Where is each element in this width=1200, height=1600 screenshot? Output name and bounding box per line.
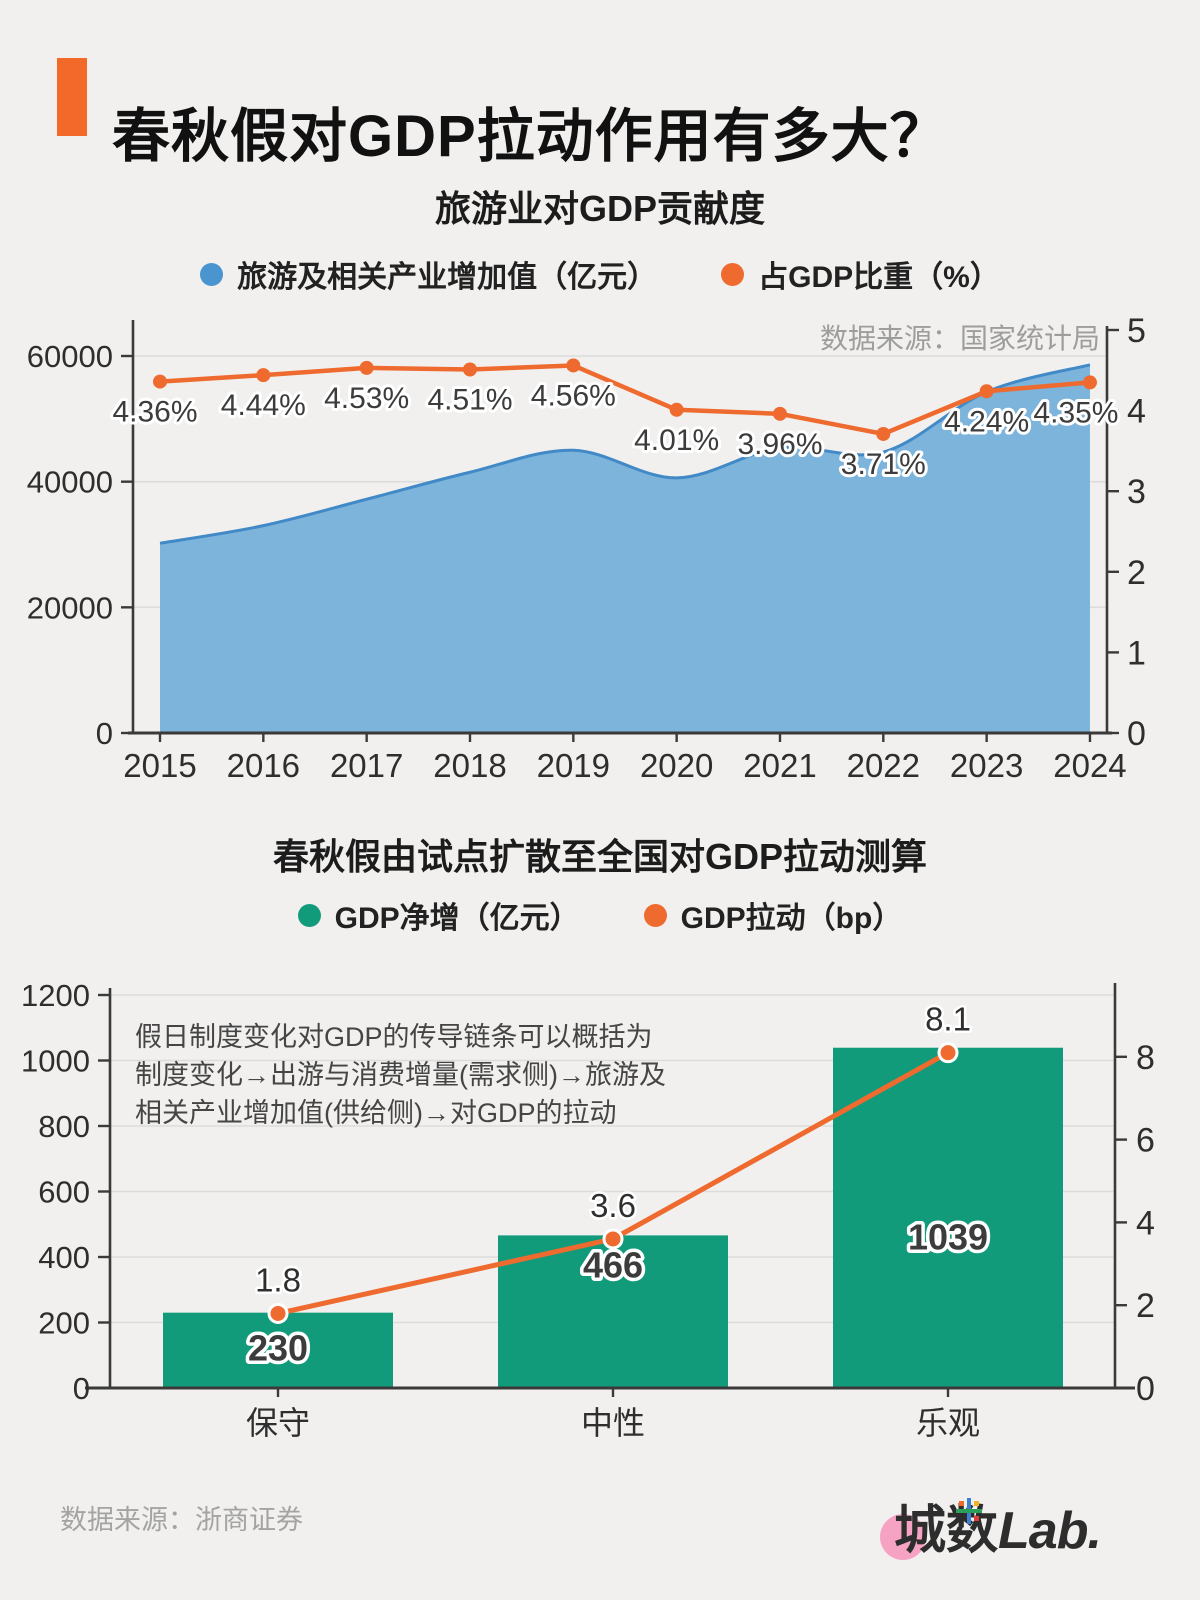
svg-text:制度变化→出游与消费增量(需求侧)→旅游及: 制度变化→出游与消费增量(需求侧)→旅游及 [135, 1060, 666, 1090]
svg-text:2016: 2016 [227, 747, 300, 784]
blue-dot-icon [200, 262, 224, 286]
svg-text:4.36%: 4.36% [112, 396, 197, 429]
svg-text:0: 0 [1136, 1370, 1155, 1408]
legend-item-gdp-pull: GDP拉动（bp） [643, 893, 903, 937]
svg-text:2019: 2019 [537, 747, 610, 784]
gdp-pull-bar-chart: 0 200 400 600 800 1000 1200 0 2 4 6 8 保守 中性 乐观 假日制度变化对G… [21, 978, 1155, 1441]
svg-text:3.96%: 3.96% [737, 428, 822, 461]
svg-text:4: 4 [1136, 1204, 1155, 1242]
legend-item-gdp-net-increase: GDP净增（亿元） [297, 893, 580, 937]
logo-text-en: Lab. [998, 1502, 1102, 1560]
chart1-legend: 旅游及相关产业增加值（亿元） 占GDP比重（%） [0, 252, 1200, 296]
orange-dot-icon [721, 262, 745, 286]
svg-text:3.71%: 3.71% [841, 448, 926, 481]
svg-text:4.01%: 4.01% [634, 424, 719, 457]
legend-item-gdp-share: 占GDP比重（%） [721, 252, 1000, 296]
svg-text:相关产业增加值(供给侧)→对GDP的拉动: 相关产业增加值(供给侧)→对GDP的拉动 [135, 1098, 617, 1128]
svg-text:中性: 中性 [581, 1405, 645, 1441]
green-dot-icon [297, 903, 321, 927]
svg-text:200: 200 [38, 1306, 90, 1341]
legend-label: GDP拉动（bp） [680, 902, 903, 935]
chart2-title: 春秋假由试点扩散至全国对GDP拉动测算 [272, 836, 927, 877]
logo-pink-circle-icon [880, 1514, 926, 1560]
chengshu-lab-logo: 城数Lab. [878, 1486, 1178, 1576]
svg-text:4.35%: 4.35% [1033, 396, 1118, 429]
svg-text:保守: 保守 [246, 1405, 310, 1441]
svg-text:2024: 2024 [1053, 747, 1126, 784]
svg-text:数据来源：国家统计局: 数据来源：国家统计局 [820, 323, 1100, 354]
chart1-title: 旅游业对GDP贡献度 [434, 188, 765, 229]
chart2-legend: GDP净增（亿元） GDP拉动（bp） [0, 893, 1200, 937]
svg-text:2015: 2015 [123, 747, 196, 784]
title-accent-bar [57, 58, 87, 136]
svg-text:4.51%: 4.51% [427, 383, 512, 416]
svg-text:4.53%: 4.53% [324, 382, 409, 415]
legend-label: 旅游及相关产业增加值（亿元） [237, 261, 658, 294]
tourism-gdp-area-chart: 0 20000 40000 60000 0 1 2 3 4 5 2015 2016 2017 2018 20… [27, 312, 1146, 784]
svg-text:4: 4 [1127, 393, 1146, 431]
svg-text:466: 466 [583, 1244, 643, 1285]
svg-text:假日制度变化对GDP的传导链条可以概括为: 假日制度变化对GDP的传导链条可以概括为 [135, 1022, 653, 1052]
orange-dot-icon [643, 903, 667, 927]
svg-text:0: 0 [96, 716, 113, 751]
svg-text:2: 2 [1127, 554, 1146, 592]
svg-text:1.8: 1.8 [255, 1261, 301, 1298]
svg-text:6: 6 [1136, 1122, 1155, 1160]
svg-text:800: 800 [38, 1109, 90, 1144]
legend-label: 占GDP比重（%） [758, 261, 1000, 294]
svg-text:5: 5 [1127, 312, 1146, 350]
svg-text:40000: 40000 [27, 465, 113, 500]
svg-text:2020: 2020 [640, 747, 713, 784]
svg-text:20000: 20000 [27, 590, 113, 625]
svg-text:1000: 1000 [21, 1044, 90, 1079]
svg-text:1039: 1039 [908, 1217, 988, 1258]
svg-text:1200: 1200 [21, 978, 90, 1013]
legend-label: GDP净增（亿元） [334, 902, 580, 935]
svg-text:2: 2 [1136, 1287, 1155, 1325]
footer-data-source: 数据来源：浙商证券 [60, 1505, 303, 1535]
legend-item-tourism-value: 旅游及相关产业增加值（亿元） [200, 252, 657, 296]
svg-text:8.1: 8.1 [925, 1001, 971, 1038]
svg-text:8: 8 [1136, 1039, 1155, 1077]
svg-text:2022: 2022 [847, 747, 920, 784]
svg-text:0: 0 [1127, 715, 1146, 753]
svg-text:3.6: 3.6 [590, 1187, 636, 1224]
svg-text:2021: 2021 [743, 747, 816, 784]
svg-text:600: 600 [38, 1175, 90, 1210]
svg-text:乐观: 乐观 [916, 1405, 980, 1441]
logo-text: 城数Lab. [894, 1488, 1102, 1563]
svg-text:400: 400 [38, 1240, 90, 1275]
svg-text:4.56%: 4.56% [531, 379, 616, 412]
svg-text:1: 1 [1127, 634, 1146, 672]
svg-text:230: 230 [248, 1328, 308, 1369]
svg-text:4.44%: 4.44% [221, 389, 306, 422]
svg-text:3: 3 [1127, 473, 1146, 511]
logo-spark-icon [956, 1498, 982, 1524]
page-title: 春秋假对GDP拉动作用有多大？ [112, 103, 949, 169]
svg-text:60000: 60000 [27, 339, 113, 374]
svg-text:4.24%: 4.24% [944, 405, 1029, 438]
svg-text:2023: 2023 [950, 747, 1023, 784]
svg-text:0: 0 [73, 1371, 90, 1406]
svg-text:2018: 2018 [433, 747, 506, 784]
svg-text:2017: 2017 [330, 747, 403, 784]
